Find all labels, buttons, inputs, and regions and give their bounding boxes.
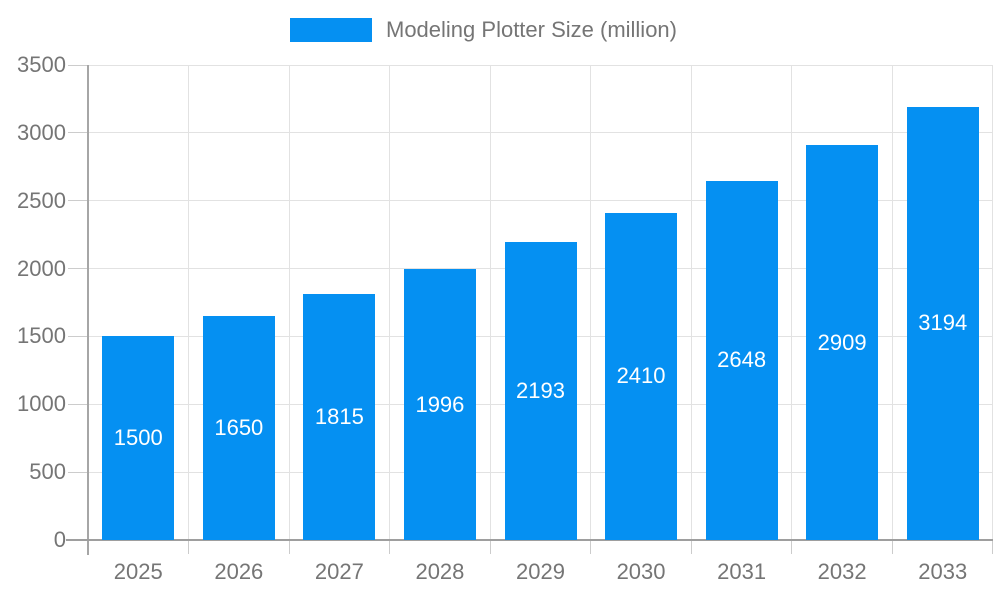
gridline-vertical <box>690 65 692 540</box>
y-axis-tick <box>68 64 88 66</box>
y-axis-tick-label: 2500 <box>17 187 66 213</box>
bar-value-label: 2193 <box>516 378 565 404</box>
gridline-vertical <box>389 65 391 540</box>
y-axis-tick <box>68 403 88 405</box>
x-axis-tick <box>288 540 290 554</box>
y-axis-tick <box>68 268 88 270</box>
legend-swatch <box>290 18 372 42</box>
bar-value-label: 1815 <box>314 403 364 429</box>
x-axis-tick-label: 2026 <box>214 559 264 584</box>
bar[interactable]: 2909 <box>806 145 879 540</box>
bar-value-label: 2410 <box>616 363 666 389</box>
bar[interactable]: 2193 <box>504 242 577 540</box>
x-axis-tick <box>891 540 893 554</box>
bar-value-label: 1500 <box>113 425 163 451</box>
bar[interactable]: 1996 <box>403 269 476 540</box>
gridline-vertical <box>489 65 491 540</box>
gridline-vertical <box>791 65 793 540</box>
x-axis-tick-label: 2033 <box>918 559 968 584</box>
x-axis-tick-label: 2028 <box>415 559 465 584</box>
bar[interactable]: 2410 <box>605 212 678 540</box>
x-axis-tick-label: 2030 <box>616 559 666 584</box>
gridline-vertical <box>288 65 290 540</box>
gridline-vertical <box>891 65 893 540</box>
bar[interactable]: 1815 <box>303 293 376 540</box>
y-axis-tick-label: 2000 <box>17 255 66 281</box>
bar-value-label: 2909 <box>817 329 867 355</box>
bar-value-label: 3194 <box>918 310 968 336</box>
x-axis-tick <box>590 540 592 554</box>
bar-value-label: 1996 <box>415 391 465 417</box>
y-axis-tick-label: 0 <box>53 527 66 552</box>
y-axis-tick-label: 1500 <box>17 323 66 349</box>
legend-label: Modeling Plotter Size (million) <box>386 17 677 42</box>
x-axis-tick <box>489 540 491 554</box>
x-axis-tick <box>991 540 993 554</box>
gridline-horizontal <box>88 64 993 66</box>
gridline-vertical <box>992 65 993 540</box>
x-axis-tick-label: 2025 <box>113 559 163 584</box>
y-axis-tick <box>68 200 88 202</box>
plot-area: 0 500 1000 1500 2000 2500 3000 3500 1500 2025 1650… <box>17 53 993 584</box>
x-axis-tick-label: 2031 <box>717 559 767 584</box>
y-axis-line <box>87 65 89 555</box>
y-axis-tick <box>68 471 88 473</box>
y-axis-tick <box>68 132 88 134</box>
legend-item[interactable]: Modeling Plotter Size (million) <box>290 17 677 43</box>
y-axis-tick-label: 500 <box>29 459 66 485</box>
bar[interactable]: 2648 <box>705 180 778 540</box>
y-axis-tick-label: 3000 <box>17 119 66 145</box>
bar-value-label: 1650 <box>214 415 264 441</box>
x-axis-tick <box>690 540 692 554</box>
bar-value-label: 2648 <box>717 347 767 373</box>
x-axis-tick-label: 2032 <box>817 559 867 584</box>
gridline-vertical <box>188 65 190 540</box>
gridline-horizontal <box>88 132 993 134</box>
y-axis-tick <box>68 335 88 337</box>
y-axis-tick-label: 3500 <box>17 52 66 77</box>
y-axis-tick-label: 1000 <box>17 391 66 417</box>
x-axis-tick <box>188 540 190 554</box>
x-axis-tick-label: 2027 <box>314 559 364 584</box>
x-axis-tick <box>389 540 391 554</box>
bar[interactable]: 3194 <box>906 106 979 540</box>
bar[interactable]: 1500 <box>102 336 175 540</box>
x-axis-tick-label: 2029 <box>516 559 565 584</box>
x-axis-tick <box>791 540 793 554</box>
bar[interactable]: 1650 <box>202 316 275 540</box>
gridline-vertical <box>590 65 592 540</box>
